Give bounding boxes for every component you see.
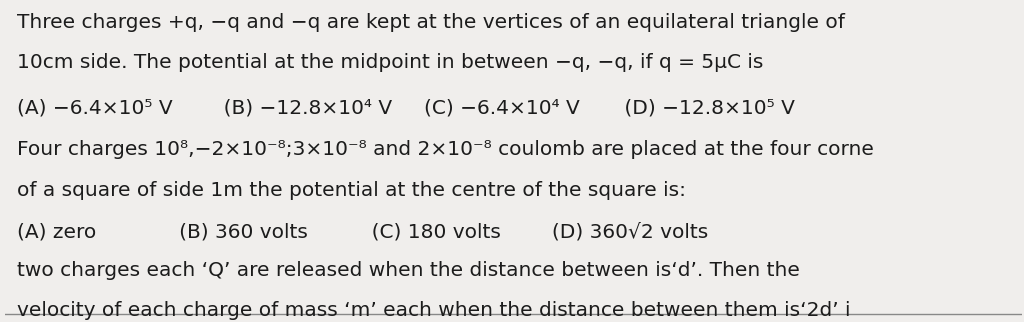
Text: velocity of each charge of mass ‘m’ each when the distance between them is‘2d’ i: velocity of each charge of mass ‘m’ each… [17, 301, 851, 320]
Text: (A) −6.4×10⁵ V        (B) −12.8×10⁴ V     (C) −6.4×10⁴ V       (D) −12.8×10⁵ V: (A) −6.4×10⁵ V (B) −12.8×10⁴ V (C) −6.4×… [17, 98, 796, 117]
Text: of a square of side 1m the potential at the centre of the square is:: of a square of side 1m the potential at … [17, 181, 686, 200]
Text: Three charges +q, −q and −q are kept at the vertices of an equilateral triangle : Three charges +q, −q and −q are kept at … [17, 14, 845, 33]
Text: (A) zero             (B) 360 volts          (C) 180 volts        (D) 360√2 volts: (A) zero (B) 360 volts (C) 180 volts (D)… [17, 223, 709, 242]
Text: 10cm side. The potential at the midpoint in between −q, −q, if q = 5μC is: 10cm side. The potential at the midpoint… [17, 53, 764, 72]
Text: Four charges 10⁸,−2×10⁻⁸;3×10⁻⁸ and 2×10⁻⁸ coulomb are placed at the four corne: Four charges 10⁸,−2×10⁻⁸;3×10⁻⁸ and 2×10… [17, 140, 874, 159]
Text: two charges each ‘Q’ are released when the distance between is‘d’. Then the: two charges each ‘Q’ are released when t… [17, 261, 800, 280]
